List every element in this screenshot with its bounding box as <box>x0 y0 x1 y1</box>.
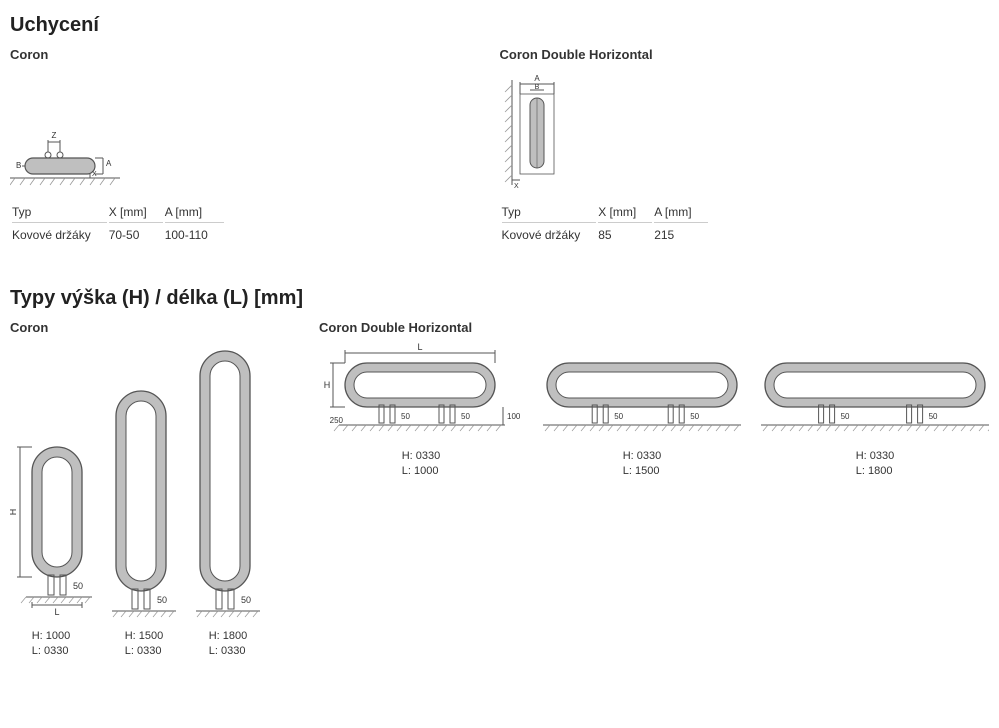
heading-mounting: Uchycení <box>10 14 989 37</box>
mounting-coron: Coron <box>10 47 500 247</box>
variant-label: H: 1000L: 0330 <box>32 629 71 660</box>
types-coron: Coron 50 H L H: 1000L: <box>10 320 319 660</box>
coron-dh-variant: 50 50 L H 250 <box>319 343 523 480</box>
col-x: X [mm] <box>109 202 163 223</box>
svg-text:H: H <box>324 380 331 390</box>
svg-text:50: 50 <box>461 412 470 421</box>
mounting-coron-dh: Coron Double Horizontal <box>500 47 990 247</box>
svg-text:50: 50 <box>614 412 623 421</box>
svg-text:L: L <box>54 607 59 617</box>
svg-text:250: 250 <box>330 416 344 425</box>
types-row: Coron 50 H L H: 1000L: <box>10 320 989 660</box>
col-a: A [mm] <box>165 202 224 223</box>
svg-text:L: L <box>417 343 422 352</box>
svg-text:X: X <box>92 171 97 178</box>
svg-text:50: 50 <box>401 412 410 421</box>
svg-text:B: B <box>16 161 21 170</box>
coron-title: Coron <box>10 47 500 62</box>
variant-label: H: 0330L: 1800 <box>856 449 895 480</box>
coron-mount-diagram: Z B A X <box>10 70 500 190</box>
svg-text:A: A <box>534 74 540 83</box>
coron-dh-title: Coron Double Horizontal <box>500 47 990 62</box>
svg-text:100: 100 <box>507 412 521 421</box>
svg-text:Z: Z <box>52 131 57 140</box>
variant-label: H: 1500L: 0330 <box>125 629 164 660</box>
svg-text:50: 50 <box>73 581 83 591</box>
svg-text:A: A <box>106 159 112 168</box>
dh-x: 85 <box>598 225 652 245</box>
svg-text:50: 50 <box>157 595 167 605</box>
coron-dh-variant: 50 50 H: 0330L: 1800 <box>761 359 989 480</box>
row-label: Kovové držáky <box>12 225 107 245</box>
svg-text:B: B <box>534 84 539 91</box>
coron-a: 100-110 <box>165 225 224 245</box>
col-a: A [mm] <box>654 202 707 223</box>
variant-label: H: 0330L: 1500 <box>623 449 662 480</box>
variant-label: H: 0330L: 1000 <box>402 449 441 480</box>
coron-x: 70-50 <box>109 225 163 245</box>
coron-dh-variant: 50 50 H: 0330L: 1500 <box>543 359 741 480</box>
types-coron-dh: Coron Double Horizontal 50 50 <box>319 320 989 660</box>
col-type: Typ <box>502 202 597 223</box>
svg-text:50: 50 <box>241 595 251 605</box>
coron-mount-table: Typ X [mm] A [mm] Kovové držáky 70-50 10… <box>10 200 226 247</box>
dh-variants: 50 50 L H 250 <box>319 343 989 480</box>
col-x: X [mm] <box>598 202 652 223</box>
types-coron-title: Coron <box>10 320 319 335</box>
heading-types: Typy výška (H) / délka (L) [mm] <box>10 287 989 310</box>
types-dh-title: Coron Double Horizontal <box>319 320 989 335</box>
col-type: Typ <box>12 202 107 223</box>
row-label: Kovové držáky <box>502 225 597 245</box>
svg-text:50: 50 <box>690 412 699 421</box>
dh-a: 215 <box>654 225 707 245</box>
svg-text:X: X <box>514 183 519 190</box>
coron-variant: 50 H: 1500L: 0330 <box>112 383 176 660</box>
mounting-row: Coron <box>10 47 989 247</box>
coron-variant: 50 H L H: 1000L: 0330 <box>10 439 92 660</box>
variant-label: H: 1800L: 0330 <box>209 629 248 660</box>
svg-text:50: 50 <box>841 412 850 421</box>
coron-variants: 50 H L H: 1000L: 0330 50 <box>10 343 319 660</box>
coron-dh-mount-diagram: A B X <box>500 70 990 190</box>
svg-text:50: 50 <box>929 412 938 421</box>
svg-text:H: H <box>10 509 18 516</box>
coron-dh-mount-table: Typ X [mm] A [mm] Kovové držáky 85 215 <box>500 200 710 247</box>
coron-variant: 50 H: 1800L: 0330 <box>196 343 260 660</box>
